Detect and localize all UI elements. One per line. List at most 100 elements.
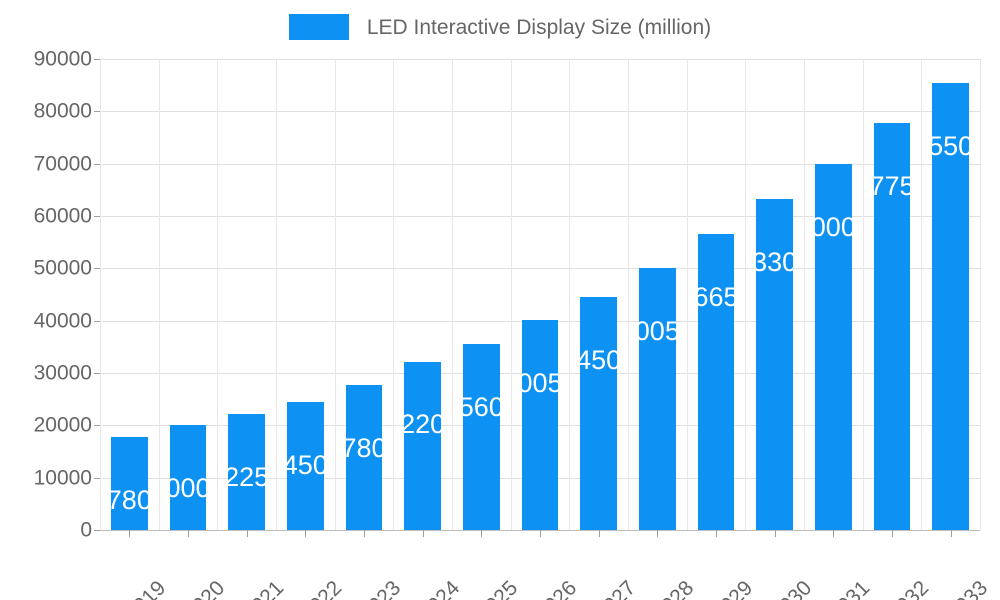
gridline-y-60000: [100, 216, 980, 217]
bar[interactable]: [287, 401, 324, 530]
y-tick-label-10000: 10000: [33, 466, 92, 490]
gridline-x-0: [100, 59, 101, 530]
x-tick-mark-2020: [188, 530, 189, 537]
bar-slot: 50050: [639, 59, 676, 530]
bar[interactable]: [639, 268, 676, 530]
y-tick-mark-40000: [94, 320, 100, 322]
bar[interactable]: [169, 425, 207, 530]
bar[interactable]: [697, 233, 735, 530]
y-tick-mark-80000: [94, 111, 100, 113]
x-tick-mark-2021: [246, 530, 248, 537]
bar-slot: 24500: [287, 59, 324, 530]
x-axis-tick-labels: 2019 2020 2021 2022 2023 2024 2025 2026 2027 2028…: [100, 530, 992, 600]
bar-slot: 20000: [169, 59, 207, 530]
gridline-x-12: [804, 59, 805, 530]
x-tick-label-2021: 2021: [239, 576, 288, 600]
x-tick-mark-2030: [774, 530, 776, 537]
x-tick-label-2033: 2033: [943, 576, 992, 600]
x-tick-mark-2031: [833, 530, 835, 537]
bar[interactable]: [580, 297, 617, 530]
y-tick-mark-70000: [94, 163, 100, 165]
y-tick-label-30000: 30000: [33, 361, 92, 385]
y-tick-label-70000: 70000: [33, 152, 92, 176]
y-tick-label-60000: 60000: [33, 204, 92, 228]
y-tick-mark-90000: [94, 59, 100, 60]
x-tick-label-2028: 2028: [649, 576, 698, 600]
x-tick-mark-2029: [716, 530, 717, 537]
bar-slot: 70000: [815, 59, 852, 530]
y-tick-label-50000: 50000: [33, 256, 92, 280]
bar[interactable]: [756, 198, 793, 530]
x-tick-mark-2024: [422, 530, 424, 537]
bar[interactable]: [463, 343, 500, 530]
bar[interactable]: [345, 384, 383, 530]
bar[interactable]: [815, 163, 852, 530]
gridline-y-90000: [100, 59, 980, 60]
gridline-x-1: [158, 59, 160, 530]
gridline-x-8: [569, 59, 571, 530]
y-tick-label-90000: 90000: [33, 47, 92, 71]
x-tick-label-2025: 2025: [473, 576, 522, 600]
plot-area: 17800 20000 22250 24500 27800 32200 35600 40050…: [100, 59, 981, 531]
bar-slot: 56650: [697, 59, 735, 530]
bar[interactable]: [228, 413, 265, 530]
x-tick-label-2029: 2029: [708, 576, 757, 600]
x-tick-label-2026: 2026: [532, 576, 581, 600]
x-tick-mark-2028: [657, 530, 659, 537]
bar[interactable]: [111, 436, 148, 530]
x-tick-label-2023: 2023: [356, 576, 405, 600]
y-tick-mark-10000: [94, 477, 100, 479]
bar-slot: 22250: [228, 59, 265, 530]
y-tick-label-80000: 80000: [33, 99, 92, 123]
x-tick-mark-2025: [481, 530, 483, 537]
y-tick-mark-50000: [94, 268, 100, 270]
bar-slot: 40050: [521, 59, 559, 530]
gridline-x-11: [745, 59, 747, 530]
gridline-x-3: [276, 59, 277, 530]
gridline-x-14: [921, 59, 923, 530]
x-tick-mark-2023: [364, 530, 365, 537]
gridline-y-80000: [100, 111, 980, 113]
bar-slot: 27800: [345, 59, 383, 530]
gridline-x-2: [217, 59, 219, 530]
y-tick-label-40000: 40000: [33, 309, 92, 333]
x-tick-mark-2027: [598, 530, 600, 537]
gridline-x-4: [334, 59, 336, 530]
bar[interactable]: [873, 123, 911, 530]
chart-legend[interactable]: LED Interactive Display Size (million): [0, 14, 1000, 40]
y-tick-mark-20000: [94, 425, 100, 427]
y-tick-mark-60000: [94, 216, 100, 217]
bar-slot: 85500: [932, 59, 969, 530]
x-tick-mark-2033: [950, 530, 952, 537]
bar-slot: 35600: [463, 59, 500, 530]
gridline-x-15: [980, 59, 981, 530]
bar[interactable]: [521, 320, 559, 530]
x-tick-label-2024: 2024: [415, 576, 464, 600]
x-tick-label-2019: 2019: [121, 576, 170, 600]
bar[interactable]: [404, 361, 441, 530]
gridline-x-9: [628, 59, 629, 530]
legend-label: LED Interactive Display Size (million): [366, 15, 712, 39]
x-tick-mark-2022: [305, 530, 307, 537]
gridline-y-50000: [100, 268, 980, 270]
gridline-x-6: [452, 59, 453, 530]
legend-color-swatch[interactable]: [288, 14, 349, 40]
gridline-x-5: [393, 59, 395, 530]
x-tick-label-2020: 2020: [180, 576, 229, 600]
x-tick-label-2027: 2027: [591, 576, 640, 600]
bar-slot: 77750: [873, 59, 911, 530]
x-tick-label-2032: 2032: [884, 576, 933, 600]
y-tick-mark-0: [94, 530, 100, 531]
x-tick-label-2030: 2030: [767, 576, 816, 600]
bar-slot: 17800: [111, 59, 148, 530]
bar-slot: 32200: [404, 59, 441, 530]
y-tick-mark-30000: [94, 373, 100, 374]
gridline-x-13: [862, 59, 864, 530]
y-axis-tick-labels: 0 10000 20000 30000 40000 50000 60000 70000 8000…: [0, 49, 100, 541]
y-tick-label-20000: 20000: [33, 413, 92, 437]
gridline-y-70000: [100, 163, 980, 165]
y-tick-label-0: 0: [80, 518, 92, 542]
bar[interactable]: [932, 82, 969, 530]
x-tick-mark-2026: [540, 530, 541, 537]
